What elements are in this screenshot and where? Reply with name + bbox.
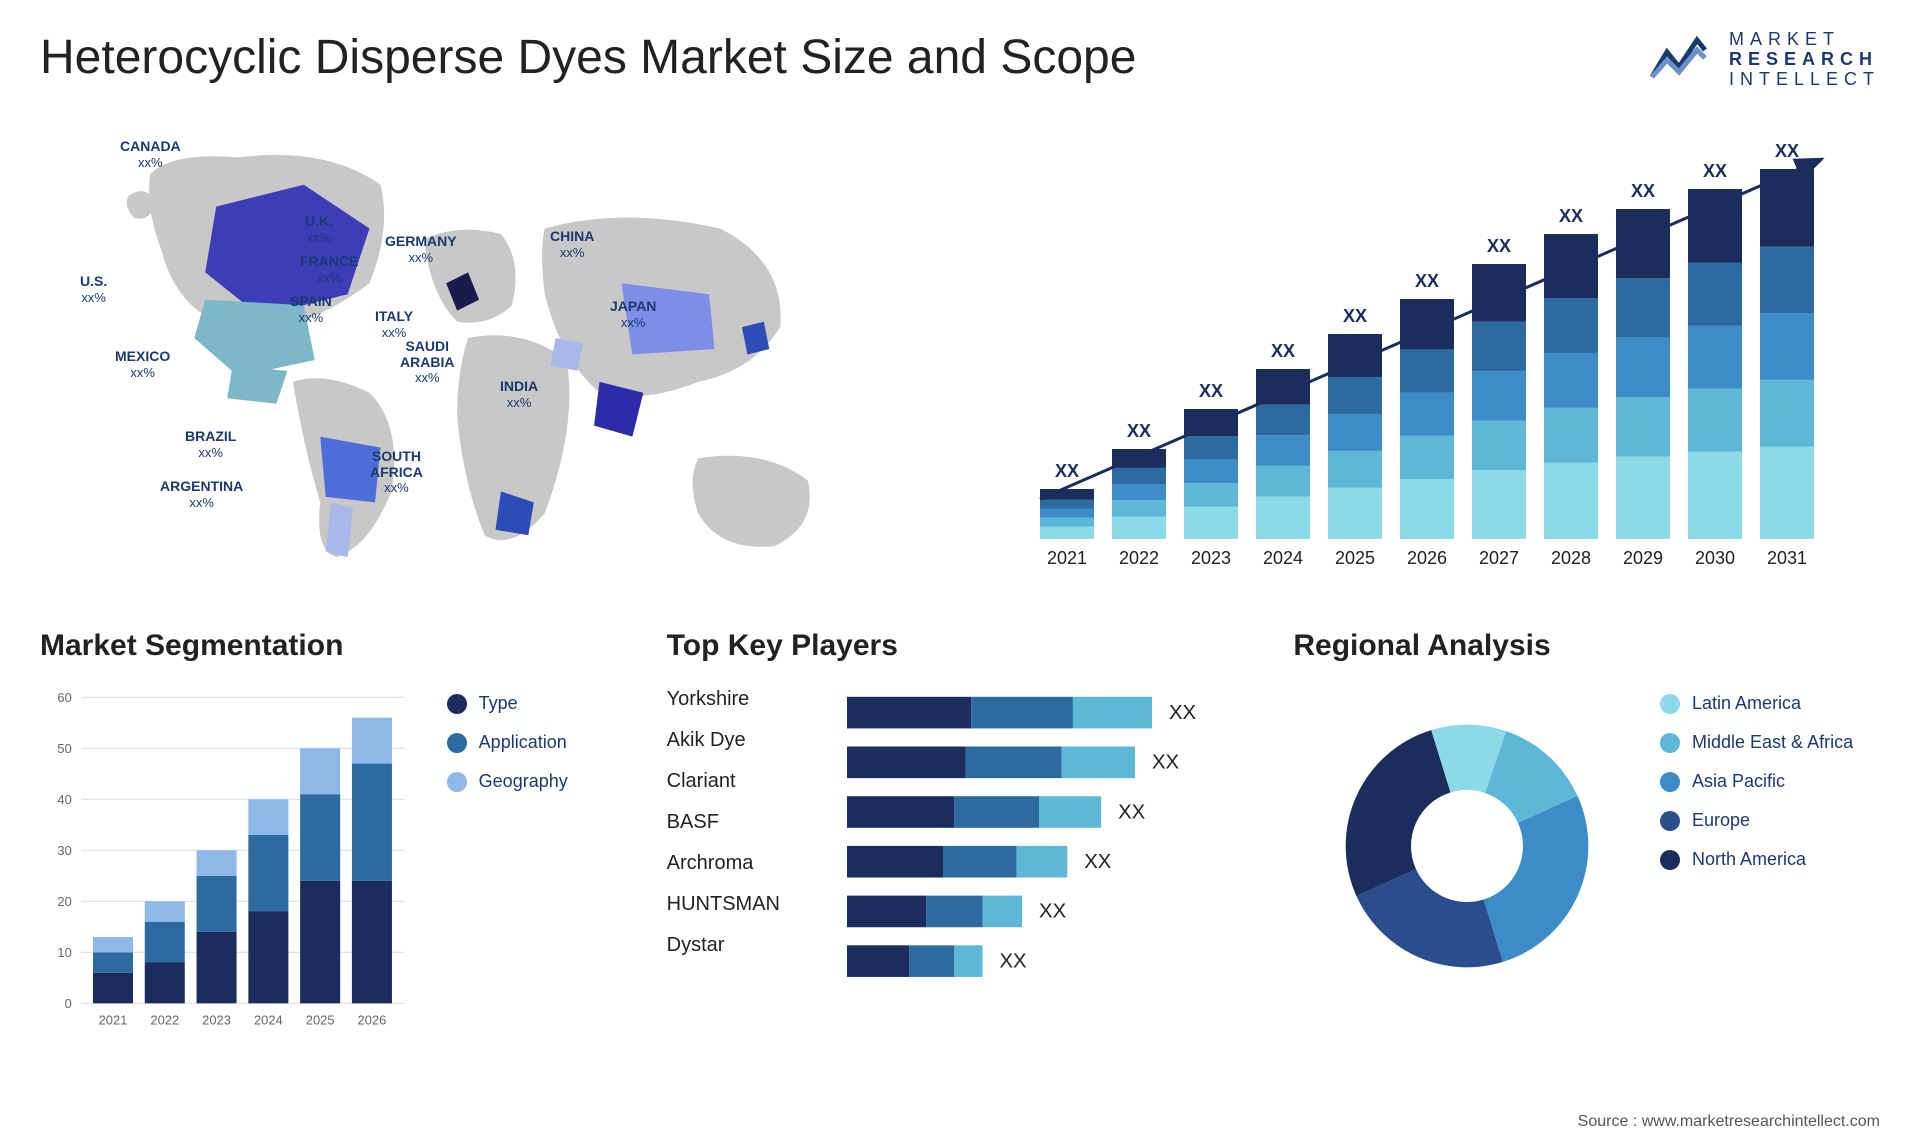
legend-item: Asia Pacific [1660, 771, 1880, 792]
map-label: SOUTHAFRICAxx% [370, 449, 423, 495]
svg-text:50: 50 [57, 741, 71, 756]
legend-item: Application [447, 732, 627, 753]
svg-text:XX: XX [1343, 306, 1367, 326]
svg-text:2024: 2024 [1263, 548, 1303, 568]
world-map-section: CANADAxx% U.S.xx% MEXICOxx% BRAZILxx% ARGENT… [40, 119, 940, 579]
svg-text:2030: 2030 [1695, 548, 1735, 568]
player-name: Akik Dye [667, 729, 847, 752]
segmentation-panel: Market Segmentation 0102030405060 202120… [40, 629, 627, 1009]
players-chart: XX XX XX XX XX XX [847, 683, 1254, 1027]
svg-text:XX: XX [1415, 271, 1439, 291]
logo-icon [1647, 32, 1717, 87]
player-name: BASF [667, 811, 847, 834]
legend-item: Middle East & Africa [1660, 732, 1880, 753]
svg-text:XX: XX [1199, 381, 1223, 401]
logo-line-2: RESEARCH [1729, 50, 1880, 70]
segmentation-title: Market Segmentation [40, 629, 627, 663]
svg-text:XX: XX [1169, 702, 1197, 724]
map-label: CHINAxx% [550, 229, 594, 260]
map-label: SAUDIARABIAxx% [400, 339, 454, 385]
player-name: Archroma [667, 852, 847, 875]
legend-item: Latin America [1660, 693, 1880, 714]
svg-text:XX: XX [1127, 421, 1151, 441]
svg-text:XX: XX [1775, 141, 1799, 161]
regional-title: Regional Analysis [1293, 629, 1880, 663]
svg-text:2028: 2028 [1551, 548, 1591, 568]
svg-text:XX: XX [1271, 341, 1295, 361]
map-label: CANADAxx% [120, 139, 181, 170]
logo-line-1: MARKET [1729, 30, 1880, 50]
map-label: U.K.xx% [305, 214, 333, 245]
player-name: Dystar [667, 934, 847, 957]
map-label: GERMANYxx% [385, 234, 457, 265]
world-map [40, 119, 940, 579]
regional-legend: Latin America Middle East & Africa Asia Pa… [1660, 683, 1880, 1009]
regional-donut [1293, 683, 1640, 1009]
source-attribution: Source : www.marketresearchintellect.com [1578, 1113, 1880, 1131]
svg-text:40: 40 [57, 792, 71, 807]
svg-text:XX: XX [1084, 851, 1112, 873]
svg-text:2021: 2021 [99, 1013, 128, 1028]
player-name: HUNTSMAN [667, 893, 847, 916]
player-name: Clariant [667, 770, 847, 793]
segmentation-chart: 0 10 20 30 40 50 60 2021 2022 2023 2024 2025 2026 [40, 683, 417, 1041]
map-label: FRANCExx% [300, 254, 358, 285]
regional-panel: Regional Analysis Latin America Middle Ea… [1293, 629, 1880, 1009]
svg-text:2031: 2031 [1767, 548, 1807, 568]
growth-chart: XX 2021 XX 2022 XX 2023 XX 2024 XX 2025 XX 2026 XX 20… [980, 119, 1880, 579]
svg-text:20: 20 [57, 894, 71, 909]
svg-text:2021: 2021 [1047, 548, 1087, 568]
map-label: JAPANxx% [610, 299, 656, 330]
legend-item: Geography [447, 771, 627, 792]
player-name: Yorkshire [667, 688, 847, 711]
map-label: INDIAxx% [500, 379, 538, 410]
map-label: U.S.xx% [80, 274, 107, 305]
svg-text:XX: XX [1487, 236, 1511, 256]
players-list: Yorkshire Akik Dye Clariant BASF Archroma HUN… [667, 683, 847, 1027]
svg-text:2022: 2022 [1119, 548, 1159, 568]
map-label: ITALYxx% [375, 309, 413, 340]
svg-text:2025: 2025 [1335, 548, 1375, 568]
map-label: ARGENTINAxx% [160, 479, 243, 510]
svg-text:XX: XX [1152, 752, 1180, 774]
svg-text:30: 30 [57, 843, 71, 858]
svg-text:2024: 2024 [254, 1013, 283, 1028]
svg-text:10: 10 [57, 945, 71, 960]
logo-text: MARKET RESEARCH INTELLECT [1729, 30, 1880, 89]
svg-text:2026: 2026 [358, 1013, 387, 1028]
svg-text:XX: XX [1703, 161, 1727, 181]
svg-text:XX: XX [1631, 181, 1655, 201]
svg-text:XX: XX [1055, 461, 1079, 481]
segmentation-legend: Type Application Geography [447, 683, 627, 1041]
players-panel: Top Key Players Yorkshire Akik Dye Clarian… [667, 629, 1254, 1009]
map-label: MEXICOxx% [115, 349, 170, 380]
logo-line-3: INTELLECT [1729, 70, 1880, 90]
header: Heterocyclic Disperse Dyes Market Size a… [40, 30, 1880, 89]
legend-item: Type [447, 693, 627, 714]
bottom-row: Market Segmentation 0102030405060 202120… [40, 629, 1880, 1009]
svg-text:XX: XX [1039, 901, 1067, 923]
top-row: CANADAxx% U.S.xx% MEXICOxx% BRAZILxx% ARGENT… [40, 119, 1880, 579]
map-label: SPAINxx% [290, 294, 332, 325]
logo: MARKET RESEARCH INTELLECT [1647, 30, 1880, 89]
svg-text:2029: 2029 [1623, 548, 1663, 568]
map-label: BRAZILxx% [185, 429, 236, 460]
svg-text:60: 60 [57, 690, 71, 705]
svg-text:2022: 2022 [150, 1013, 179, 1028]
page-title: Heterocyclic Disperse Dyes Market Size a… [40, 30, 1136, 85]
players-title: Top Key Players [667, 629, 1254, 663]
svg-text:XX: XX [1559, 206, 1583, 226]
legend-item: North America [1660, 849, 1880, 870]
svg-text:XX: XX [1118, 802, 1146, 824]
svg-text:2023: 2023 [202, 1013, 231, 1028]
svg-text:XX: XX [999, 951, 1027, 973]
svg-text:2027: 2027 [1479, 548, 1519, 568]
svg-text:2026: 2026 [1407, 548, 1447, 568]
svg-text:0: 0 [65, 996, 72, 1011]
legend-item: Europe [1660, 810, 1880, 831]
svg-text:2025: 2025 [306, 1013, 335, 1028]
svg-text:2023: 2023 [1191, 548, 1231, 568]
